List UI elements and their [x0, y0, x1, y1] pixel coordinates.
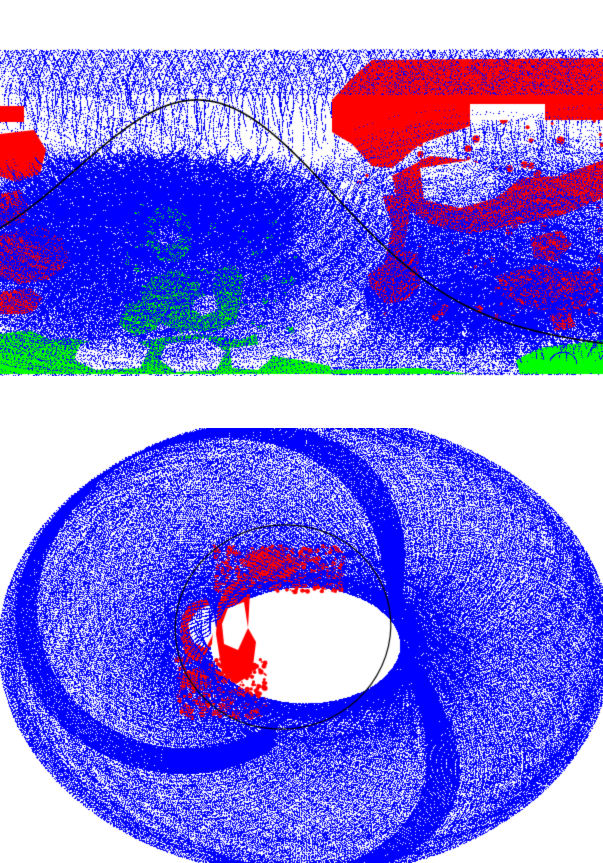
- poincare-section-canvas: [0, 48, 603, 376]
- poincare-section-panel: [0, 48, 603, 376]
- torus-3d-panel: [0, 428, 603, 863]
- panel-divider: [0, 376, 603, 428]
- torus-3d-canvas: [0, 428, 603, 863]
